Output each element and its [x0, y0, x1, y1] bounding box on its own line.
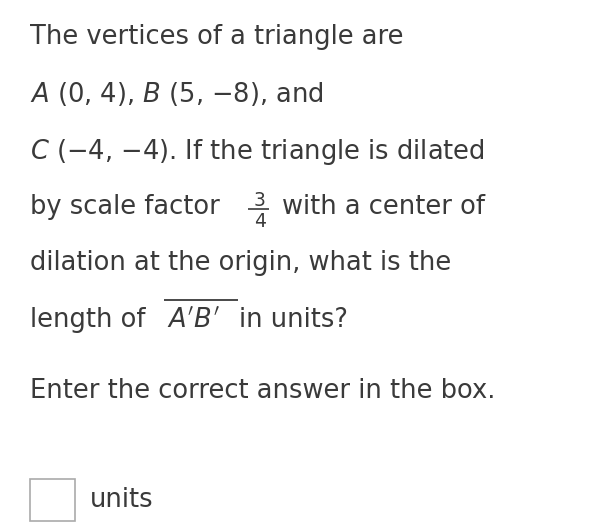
- Text: $\mathit{A'B'}$: $\mathit{A'B'}$: [167, 307, 220, 333]
- Text: with a center of: with a center of: [282, 194, 485, 220]
- Text: units: units: [90, 487, 154, 513]
- Text: by scale factor: by scale factor: [30, 194, 220, 220]
- Text: Enter the correct answer in the box.: Enter the correct answer in the box.: [30, 378, 496, 404]
- Text: $\mathit{A}$ (0, 4), $\mathit{B}$ (5, −8), and: $\mathit{A}$ (0, 4), $\mathit{B}$ (5, −8…: [30, 80, 324, 108]
- Text: $\mathit{C}$ (−4, −4). If the triangle is dilated: $\mathit{C}$ (−4, −4). If the triangle i…: [30, 137, 485, 167]
- Text: length of: length of: [30, 307, 146, 333]
- Text: 3: 3: [254, 191, 266, 210]
- Text: The vertices of a triangle are: The vertices of a triangle are: [30, 24, 404, 50]
- FancyBboxPatch shape: [30, 479, 75, 521]
- Text: in units?: in units?: [239, 307, 347, 333]
- Text: 4: 4: [254, 212, 266, 231]
- Text: dilation at the origin, what is the: dilation at the origin, what is the: [30, 250, 451, 276]
